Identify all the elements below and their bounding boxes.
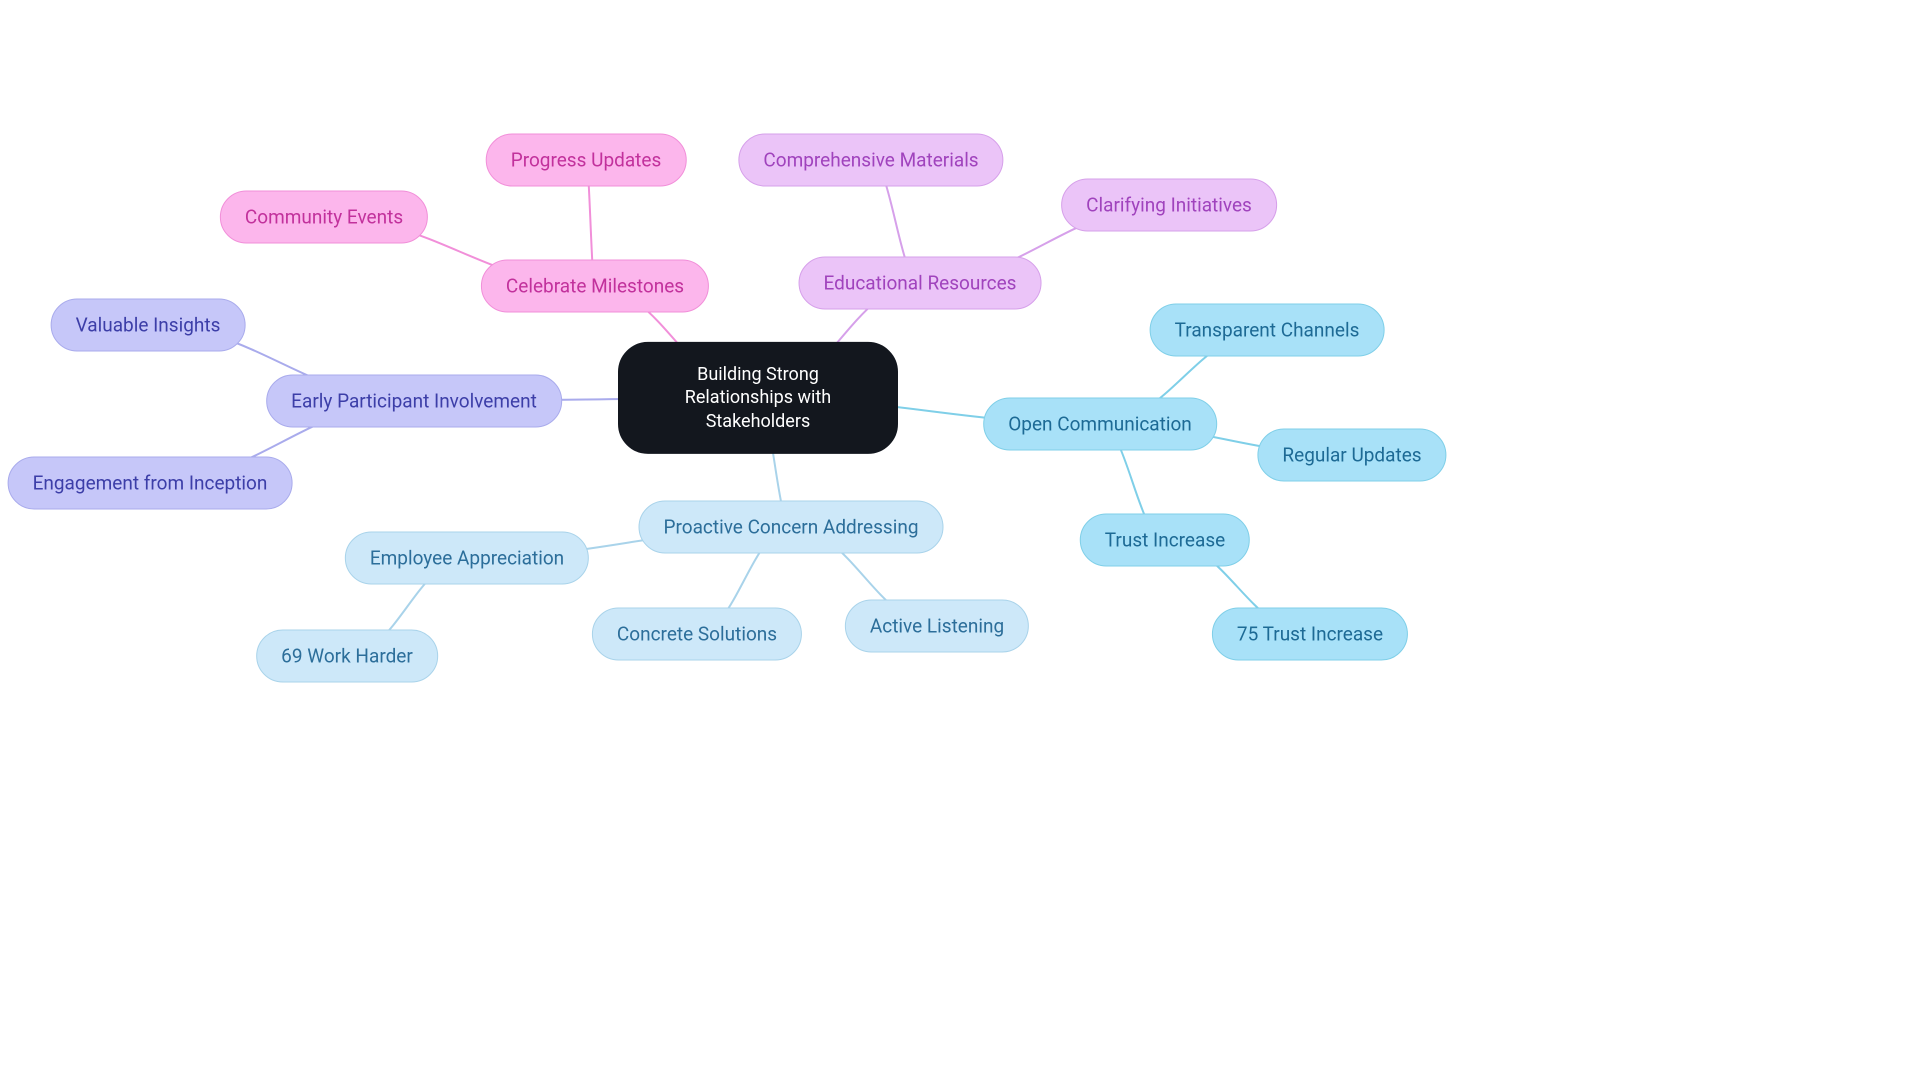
node-69-harder: 69 Work Harder [256,630,438,683]
node-celebrate: Celebrate Milestones [481,260,709,313]
node-comprehensive: Comprehensive Materials [738,134,1003,187]
node-trust-increase: Trust Increase [1080,514,1250,567]
node-emp-appreciation: Employee Appreciation [345,532,589,585]
node-open-comm: Open Communication [983,398,1217,451]
node-engagement: Engagement from Inception [8,457,293,510]
node-root: Building Strong Relationships with Stake… [618,342,898,454]
node-early-participant: Early Participant Involvement [266,375,562,428]
node-educational: Educational Resources [799,257,1042,310]
node-proactive: Proactive Concern Addressing [639,501,944,554]
node-concrete: Concrete Solutions [592,608,802,661]
node-transparent: Transparent Channels [1150,304,1385,357]
node-community-events: Community Events [220,191,428,244]
node-valuable-insights: Valuable Insights [51,299,246,352]
node-75-trust: 75 Trust Increase [1212,608,1408,661]
node-progress-updates: Progress Updates [486,134,687,187]
node-regular-updates: Regular Updates [1257,429,1446,482]
node-active-listening: Active Listening [845,600,1029,653]
node-clarifying: Clarifying Initiatives [1061,179,1277,232]
